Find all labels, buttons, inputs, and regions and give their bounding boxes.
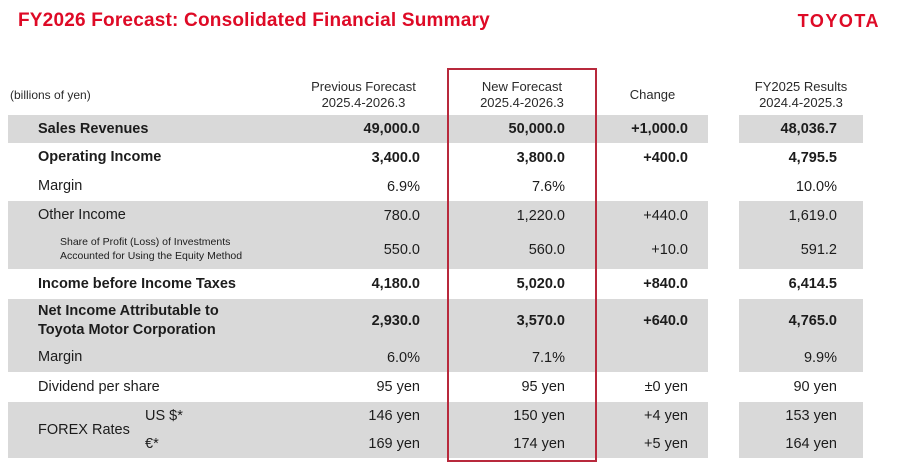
row-label: Margin	[38, 178, 83, 195]
fy2025-value: 10.0%	[795, 178, 837, 195]
table-row-dividend-per-share: Dividend per share 95 yen 95 yen ±0 yen …	[8, 372, 863, 402]
change-value	[597, 343, 708, 372]
prev-forecast-value: 6.0%	[280, 343, 447, 372]
row-label-euro: €*	[8, 430, 280, 458]
new-forecast-value: 7.6%	[531, 178, 565, 195]
column-header-previous-forecast: Previous Forecast 2025.4-2026.3	[311, 78, 416, 110]
prev-forecast-value: 95 yen	[376, 379, 420, 395]
fy2025-value: 4,765.0	[739, 299, 863, 343]
prev-forecast-value: 6.9%	[386, 178, 420, 195]
fy2025-value: 1,619.0	[739, 201, 863, 230]
change-value: +10.0	[597, 230, 708, 269]
change-value: ±0 yen	[644, 379, 688, 395]
row-label: Sales Revenues	[8, 115, 280, 143]
unit-label: (billions of yen)	[10, 87, 91, 102]
prev-forecast-value: 146 yen	[280, 402, 447, 430]
new-forecast-value: 3,570.0	[447, 299, 597, 343]
new-forecast-value: 95 yen	[521, 379, 565, 395]
row-label: Net Income Attributable to Toyota Motor …	[8, 299, 280, 343]
column-gap	[708, 269, 739, 299]
column-gap	[708, 402, 739, 430]
prev-forecast-value: 169 yen	[280, 430, 447, 458]
financial-summary-table: (billions of yen) Previous Forecast 2025…	[8, 68, 863, 462]
new-forecast-value: 150 yen	[447, 402, 597, 430]
change-value	[597, 172, 708, 201]
change-value: +5 yen	[597, 430, 708, 458]
change-value: +400.0	[643, 149, 688, 166]
table-row-operating-income: Operating Income 3,400.0 3,800.0 +400.0 …	[8, 143, 863, 172]
row-label: Operating Income	[38, 149, 162, 166]
new-forecast-value: 174 yen	[447, 430, 597, 458]
change-value: +440.0	[597, 201, 708, 230]
fy2025-value: 164 yen	[739, 430, 863, 458]
row-label: Dividend per share	[38, 378, 160, 395]
new-forecast-value: 3,800.0	[516, 149, 565, 166]
fy2025-value: 9.9%	[739, 343, 863, 372]
prev-forecast-value: 780.0	[280, 201, 447, 230]
forex-rates-group: FOREX Rates US $* 146 yen 150 yen +4 yen…	[8, 402, 863, 458]
column-header-fy2025-results: FY2025 Results 2024.4-2025.3	[754, 78, 848, 110]
fy2025-value: 153 yen	[739, 402, 863, 430]
fy2025-value: 591.2	[739, 230, 863, 269]
column-gap	[708, 299, 739, 343]
change-value: +840.0	[643, 276, 688, 292]
fy2025-value: 48,036.7	[739, 115, 863, 143]
row-label: Share of Profit (Loss) of Investments Ac…	[8, 230, 280, 269]
page-title: FY2026 Forecast: Consolidated Financial …	[18, 10, 490, 31]
table-row-operating-margin: Margin 6.9% 7.6% 10.0%	[8, 172, 863, 201]
table-row-income-before-taxes: Income before Income Taxes 4,180.0 5,020…	[8, 269, 863, 299]
column-gap	[708, 115, 739, 143]
table-row-net-margin: Margin 6.0% 7.1% 9.9%	[8, 343, 863, 372]
column-header-change: Change	[629, 86, 676, 102]
change-value: +640.0	[597, 299, 708, 343]
forex-rates-label: FOREX Rates	[38, 422, 130, 438]
prev-forecast-value: 3,400.0	[371, 149, 420, 166]
row-label: Margin	[8, 343, 280, 372]
fy2025-value: 6,414.5	[788, 276, 837, 292]
prev-forecast-value: 2,930.0	[280, 299, 447, 343]
column-header-new-forecast: New Forecast 2025.4-2026.3	[480, 78, 564, 110]
column-gap	[708, 143, 739, 172]
column-gap	[708, 172, 739, 201]
new-forecast-value: 560.0	[447, 230, 597, 269]
column-gap	[708, 201, 739, 230]
prev-forecast-value: 550.0	[280, 230, 447, 269]
row-label-usd: US $*	[8, 402, 280, 430]
row-label: Other Income	[8, 201, 280, 230]
fy2025-value: 4,795.5	[788, 149, 837, 166]
table-row-other-income: Other Income 780.0 1,220.0 +440.0 1,619.…	[8, 201, 863, 230]
column-gap	[708, 343, 739, 372]
change-value: +1,000.0	[597, 115, 708, 143]
new-forecast-value: 5,020.0	[516, 276, 565, 292]
column-gap	[708, 372, 739, 402]
new-forecast-value: 7.1%	[447, 343, 597, 372]
prev-forecast-value: 4,180.0	[371, 276, 420, 292]
column-gap	[708, 75, 739, 115]
row-label: Income before Income Taxes	[38, 275, 236, 292]
fy2025-value: 90 yen	[793, 379, 837, 395]
column-gap	[708, 430, 739, 458]
new-forecast-value: 1,220.0	[447, 201, 597, 230]
table-header-row: (billions of yen) Previous Forecast 2025…	[8, 75, 863, 115]
change-value: +4 yen	[597, 402, 708, 430]
table-row-sales-revenues: Sales Revenues 49,000.0 50,000.0 +1,000.…	[8, 115, 863, 143]
prev-forecast-value: 49,000.0	[280, 115, 447, 143]
table-row-net-income: Net Income Attributable to Toyota Motor …	[8, 299, 863, 343]
column-gap	[708, 230, 739, 269]
table-row-equity-method-share: Share of Profit (Loss) of Investments Ac…	[8, 230, 863, 269]
table-row-forex-euro: €* 169 yen 174 yen +5 yen 164 yen	[8, 430, 863, 458]
table-row-forex-usd: US $* 146 yen 150 yen +4 yen 153 yen	[8, 402, 863, 430]
toyota-logo: TOYOTA	[797, 11, 880, 31]
new-forecast-value: 50,000.0	[447, 115, 597, 143]
